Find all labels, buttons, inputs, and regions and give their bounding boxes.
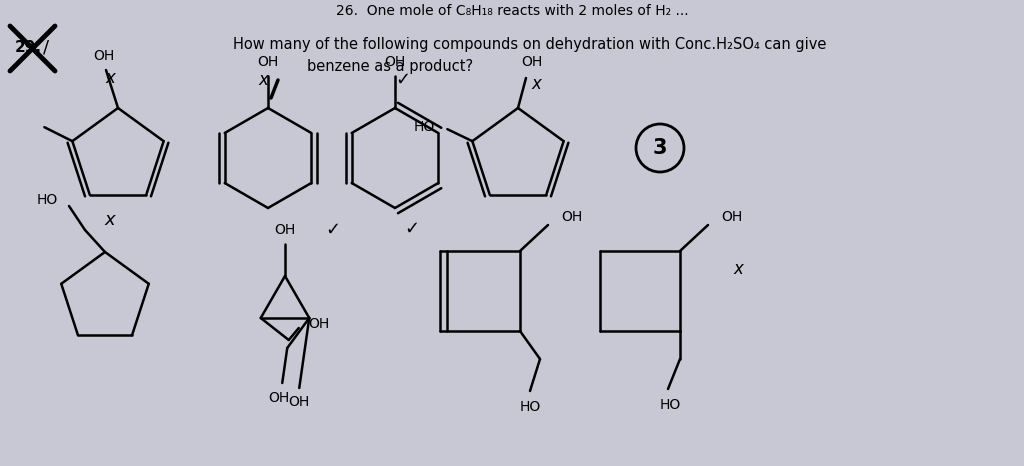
Text: 29.: 29. — [14, 41, 42, 55]
Text: x: x — [531, 75, 541, 93]
Text: OH: OH — [289, 395, 310, 409]
Text: OH: OH — [308, 317, 330, 331]
Text: OH: OH — [521, 55, 543, 69]
Text: OH: OH — [384, 55, 406, 69]
Text: 3: 3 — [652, 138, 668, 158]
Text: OH: OH — [274, 223, 296, 237]
Text: ✓: ✓ — [404, 220, 420, 238]
Text: HO: HO — [37, 193, 57, 207]
Text: benzene as a product?: benzene as a product? — [307, 59, 473, 74]
Text: OH: OH — [93, 49, 115, 63]
Text: HO: HO — [519, 400, 541, 414]
Text: How many of the following compounds on dehydration with Conc.H₂SO₄ can give: How many of the following compounds on d… — [233, 36, 826, 52]
Text: x: x — [105, 69, 115, 87]
Text: x: x — [258, 71, 268, 89]
Text: x: x — [104, 211, 116, 229]
Text: 26.  One mole of C₈H₁₈ reacts with 2 moles of H₂ ...: 26. One mole of C₈H₁₈ reacts with 2 mole… — [336, 4, 688, 18]
Text: HO: HO — [659, 398, 681, 412]
Text: /: / — [43, 39, 49, 57]
Text: ✓: ✓ — [395, 71, 411, 89]
Text: OH: OH — [257, 55, 279, 69]
Text: OH: OH — [561, 210, 583, 224]
Text: x: x — [733, 260, 743, 278]
Text: OH: OH — [721, 210, 742, 224]
Text: OH: OH — [268, 391, 290, 405]
Text: HO: HO — [414, 120, 435, 134]
Text: ✓: ✓ — [326, 221, 341, 239]
